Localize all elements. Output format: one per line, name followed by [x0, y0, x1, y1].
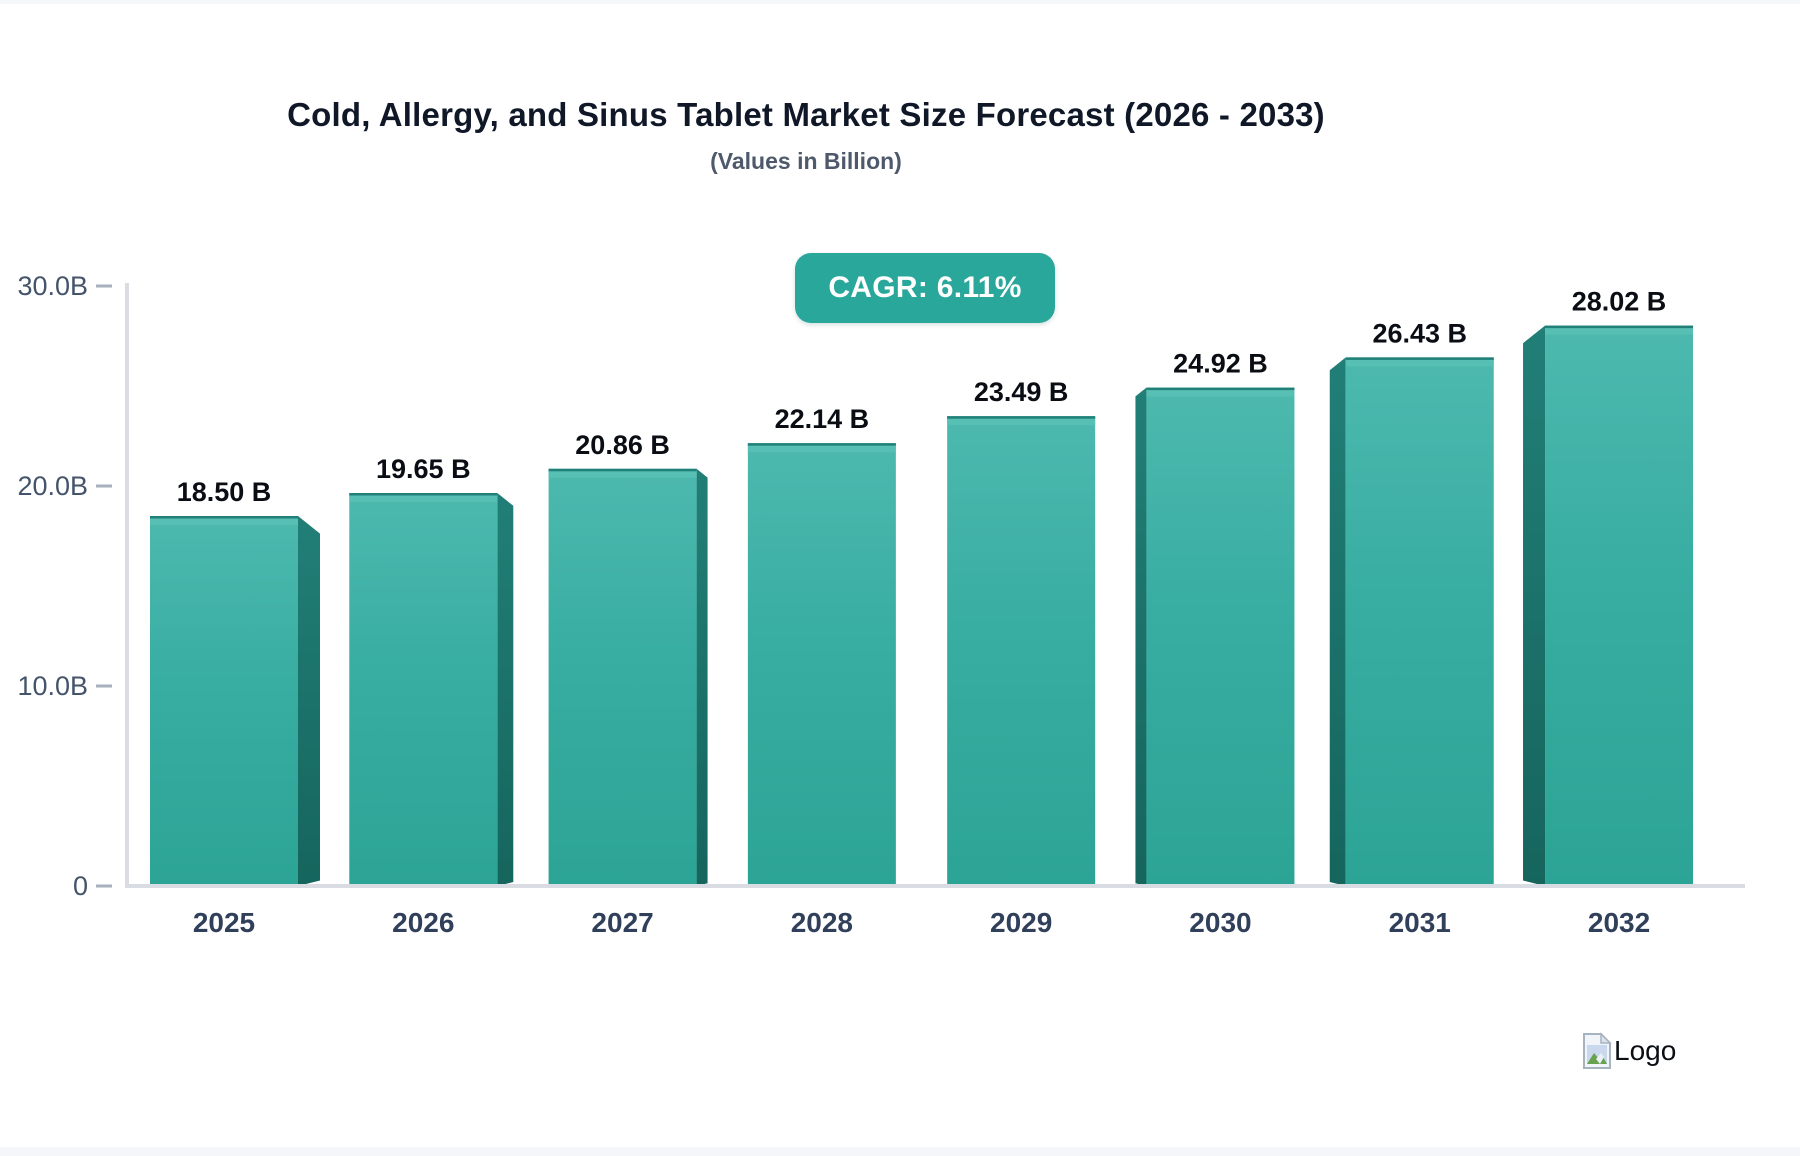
bar-value-label-2029: 23.49 B	[974, 377, 1069, 407]
bar-value-label-2028: 22.14 B	[775, 404, 870, 434]
bar-value-label-2027: 20.86 B	[575, 430, 670, 460]
bar-2031[interactable]	[1345, 357, 1494, 886]
y-tick-dash-0	[96, 884, 112, 888]
chart-title: Cold, Allergy, and Sinus Tablet Market S…	[287, 96, 1325, 133]
bar-top-edge-2026	[349, 493, 498, 496]
bar-side-face-2026	[497, 493, 514, 886]
bar-top-cap-2025	[150, 516, 298, 525]
x-label-2028: 2028	[791, 907, 853, 938]
bar-top-edge-2031	[1345, 357, 1494, 360]
bar-value-label-2032: 28.02 B	[1572, 287, 1667, 317]
y-tick-label-20.0B: 20.0B	[17, 471, 88, 501]
cagr-badge-label: CAGR: 6.11%	[828, 271, 1022, 304]
bar-top-cap-2026	[349, 493, 498, 502]
bar-2027[interactable]	[548, 468, 697, 886]
bar-2026[interactable]	[349, 493, 498, 886]
bar-2032[interactable]	[1545, 325, 1694, 887]
bar-top-cap-2032	[1545, 325, 1694, 335]
x-label-2026: 2026	[392, 907, 454, 938]
bar-side-face-2027	[696, 468, 708, 886]
logo-text: Logo	[1614, 1035, 1677, 1066]
chart-subtitle: (Values in Billion)	[710, 148, 902, 174]
bar-top-cap-2030	[1146, 387, 1295, 397]
y-axis-line	[125, 283, 129, 888]
bar-top-edge-2028	[747, 443, 896, 446]
logo: Logo	[1582, 1032, 1676, 1070]
cagr-badge: CAGR: 6.11%	[795, 253, 1055, 323]
x-label-2025: 2025	[193, 907, 255, 938]
x-label-2032: 2032	[1588, 907, 1650, 938]
x-label-2029: 2029	[990, 907, 1052, 938]
x-axis-line	[125, 884, 1745, 888]
top-edge-strip	[0, 0, 1800, 4]
bar-top-edge-2032	[1545, 325, 1694, 329]
bar-top-edge-2029	[947, 416, 1096, 419]
bar-value-label-2031: 26.43 B	[1372, 318, 1467, 348]
y-tick-dash-10.0B	[96, 684, 112, 688]
bar-2025[interactable]	[150, 516, 298, 886]
bar-top-cap-2031	[1345, 357, 1494, 367]
x-label-2031: 2031	[1389, 907, 1451, 938]
bar-2030[interactable]	[1146, 387, 1295, 886]
bar-top-cap-2029	[947, 416, 1096, 426]
bar-value-label-2025: 18.50 B	[177, 477, 272, 507]
bar-top-edge-2030	[1146, 387, 1295, 391]
broken-image-icon	[1583, 1032, 1612, 1069]
bar-top-edge-2025	[150, 516, 298, 519]
bar-top-edge-2027	[548, 468, 697, 472]
bottom-edge-strip	[0, 1147, 1800, 1156]
chart-subtitle-container: (Values in Billion)	[0, 148, 1612, 175]
bar-side-face-2032	[1523, 325, 1546, 887]
x-label-2027: 2027	[591, 907, 653, 938]
y-tick-dash-20.0B	[96, 484, 112, 488]
bar-2029[interactable]	[947, 416, 1096, 886]
bar-side-face-2025	[298, 516, 320, 886]
x-label-2030: 2030	[1189, 907, 1251, 938]
bar-top-cap-2027	[548, 468, 697, 478]
y-tick-dash-30.0B	[96, 284, 112, 288]
y-tick-label-30.0B: 30.0B	[17, 271, 88, 301]
y-tick-label-10.0B: 10.0B	[17, 671, 88, 701]
bar-side-face-2030	[1135, 387, 1147, 886]
bar-2028[interactable]	[747, 443, 896, 886]
y-tick-label-0: 0	[73, 871, 88, 901]
chart-title-container: Cold, Allergy, and Sinus Tablet Market S…	[0, 96, 1612, 134]
bar-value-label-2030: 24.92 B	[1173, 349, 1268, 379]
bar-value-label-2026: 19.65 B	[376, 454, 471, 484]
bar-top-cap-2028	[747, 443, 896, 453]
bar-side-face-2031	[1329, 357, 1346, 886]
